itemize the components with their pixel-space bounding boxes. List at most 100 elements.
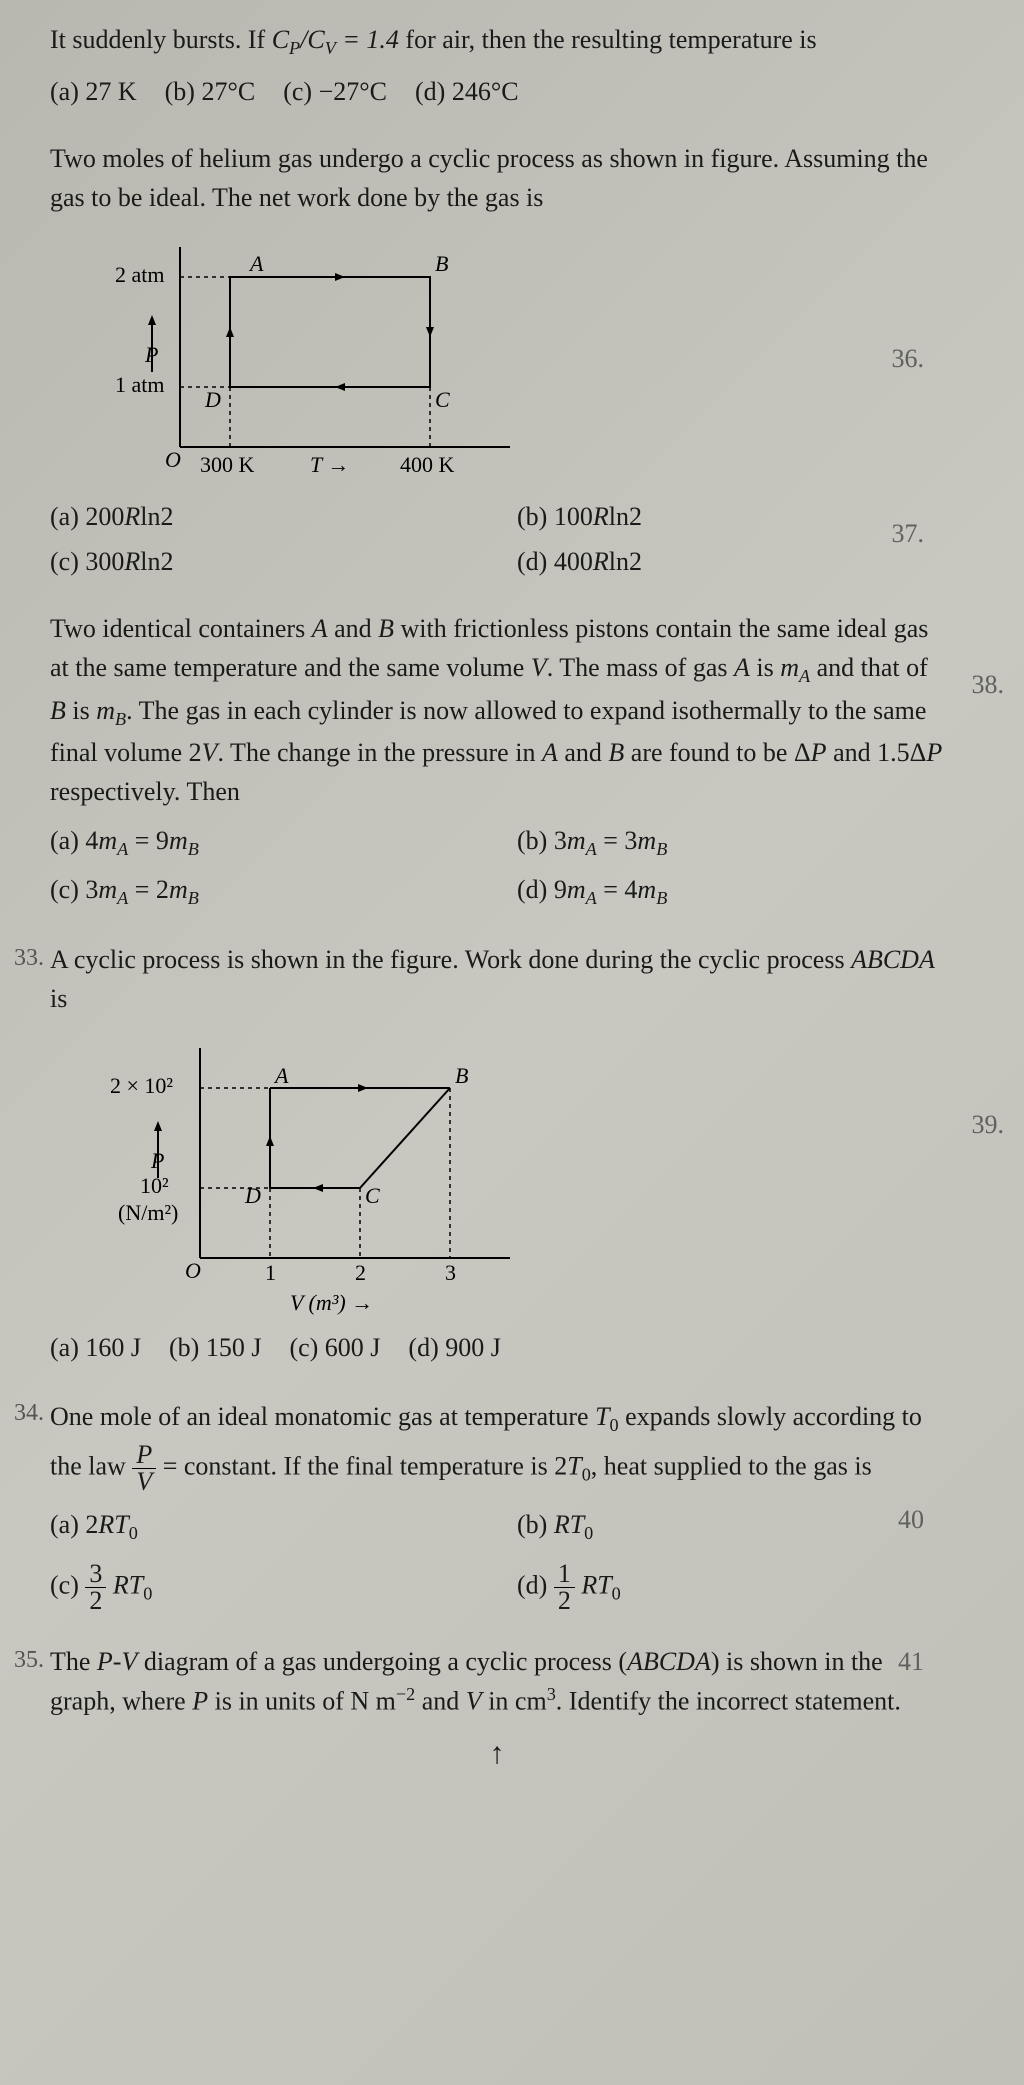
question-text: One mole of an ideal monatomic gas at te… xyxy=(50,1395,944,1494)
option-d: (d) 12 RT0 xyxy=(517,1561,944,1614)
side-number: 37. xyxy=(892,514,925,553)
text-part: Two identical containers xyxy=(50,614,312,643)
p-label: P xyxy=(150,1148,164,1173)
text-part: for air, then the resulting temperature … xyxy=(399,25,817,54)
text-part: and xyxy=(558,738,609,767)
option-value: −27°C xyxy=(319,77,387,106)
options: (a) 27 K (b) 27°C (c) −27°C (d) 246°C xyxy=(50,72,944,111)
option-a: (a) 160 J xyxy=(50,1328,141,1367)
var-p: P xyxy=(811,738,827,767)
y-label: 2 atm xyxy=(115,262,165,287)
var-b: B xyxy=(608,738,624,767)
question-32: Two identical containers A and B with fr… xyxy=(50,609,944,912)
origin: O xyxy=(185,1258,201,1283)
text-part: = constant. If the final temperature is … xyxy=(156,1451,567,1480)
option-value: 150 J xyxy=(206,1333,262,1362)
var-ma: mA xyxy=(780,653,810,682)
option-b: (b) 100Rln2 xyxy=(517,497,944,536)
var-a: A xyxy=(542,738,558,767)
text-part: It suddenly bursts. If xyxy=(50,25,272,54)
option-value: 246°C xyxy=(452,77,519,106)
text-part: , heat supplied to the gas is xyxy=(591,1451,872,1480)
pv-diagram: 2 × 10² 10² P (N/m²) A B C D O 1 2 3 V (… xyxy=(110,1028,530,1318)
p-label: P xyxy=(144,342,158,367)
question-text: Two moles of helium gas undergo a cyclic… xyxy=(50,139,944,217)
question-number: 35. xyxy=(14,1642,44,1678)
option-a: (a) 2RT0 xyxy=(50,1505,477,1547)
side-number: 38. xyxy=(972,665,1005,704)
y-label: 1 atm xyxy=(115,372,165,397)
option-value: 900 J xyxy=(445,1333,501,1362)
option-b: (b) 27°C xyxy=(165,72,256,111)
text-part: . The mass of gas xyxy=(547,653,734,682)
question-text: Two identical containers A and B with fr… xyxy=(50,609,944,811)
side-number: 36. xyxy=(892,339,925,378)
point-c: C xyxy=(365,1183,380,1208)
point-d: D xyxy=(244,1183,261,1208)
question-33: 33. A cyclic process is shown in the fig… xyxy=(50,940,944,1367)
option-a: (a) 27 K xyxy=(50,72,137,111)
text-part: and 1.5Δ xyxy=(827,738,927,767)
option-c: (c) −27°C xyxy=(283,72,387,111)
option-d: (d) 400Rln2 xyxy=(517,542,944,581)
option-a: (a) 200Rln2 xyxy=(50,497,477,536)
option-a: (a) 4mA = 9mB xyxy=(50,821,477,863)
options: (a) 2RT0 (b) RT0 (c) 32 RT0 (d) 12 RT0 xyxy=(50,1505,944,1614)
x-label: 400 K xyxy=(400,452,455,477)
var-b: B xyxy=(378,614,394,643)
option-d: (d) 900 J xyxy=(408,1328,500,1367)
question-34: 34. One mole of an ideal monatomic gas a… xyxy=(50,1395,944,1614)
point-c: C xyxy=(435,387,450,412)
var-b: B xyxy=(50,696,66,725)
x-label: 300 K xyxy=(200,452,255,477)
x-label: 1 xyxy=(265,1260,276,1285)
x-label: 3 xyxy=(445,1260,456,1285)
option-value: 27 K xyxy=(85,77,136,106)
text-part: respectively. Then xyxy=(50,777,240,806)
pt-diagram: 2 atm 1 atm P A B C D O 300 K 400 K T → xyxy=(110,227,530,487)
point-a: A xyxy=(273,1063,289,1088)
option-b: (b) 3mA = 3mB xyxy=(517,821,944,863)
point-d: D xyxy=(204,387,221,412)
x-label: 2 xyxy=(355,1260,366,1285)
var-a: A xyxy=(734,653,750,682)
option-d: (d) 246°C xyxy=(415,72,519,111)
var-a: A xyxy=(312,614,328,643)
text-part: are found to be Δ xyxy=(624,738,810,767)
option-d: (d) 9mA = 4mB xyxy=(517,870,944,912)
var-p: P xyxy=(926,738,942,767)
text-part: is xyxy=(750,653,780,682)
var-t0: T xyxy=(567,1451,581,1480)
question-text: It suddenly bursts. If CP/CV = 1.4 for a… xyxy=(50,20,944,62)
fraction: PV xyxy=(132,1442,156,1495)
option-value: 160 J xyxy=(85,1333,141,1362)
question-number: 33. xyxy=(14,940,44,976)
option-c: (c) 3mA = 2mB xyxy=(50,870,477,912)
option-c: (c) 32 RT0 xyxy=(50,1561,477,1614)
question-text: The P-V diagram of a gas undergoing a cy… xyxy=(50,1642,944,1721)
option-c: (c) 600 J xyxy=(289,1328,380,1367)
origin: O xyxy=(165,447,181,472)
y-label: 2 × 10² xyxy=(110,1073,173,1098)
options: (a) 200Rln2 (b) 100Rln2 (c) 300Rln2 (d) … xyxy=(50,497,944,581)
question-30: It suddenly bursts. If CP/CV = 1.4 for a… xyxy=(50,20,944,111)
option-c: (c) 300Rln2 xyxy=(50,542,477,581)
question-31: Two moles of helium gas undergo a cyclic… xyxy=(50,139,944,581)
v-axis: V (m³) → xyxy=(290,1290,373,1315)
point-b: B xyxy=(455,1063,468,1088)
point-b: B xyxy=(435,251,448,276)
question-text: A cyclic process is shown in the figure.… xyxy=(50,940,944,1018)
var-v: V xyxy=(202,738,218,767)
t-axis: T → xyxy=(310,452,349,477)
question-number: 34. xyxy=(14,1395,44,1431)
options: (a) 160 J (b) 150 J (c) 600 J (d) 900 J xyxy=(50,1328,944,1367)
frac-den: V xyxy=(132,1469,156,1495)
p-unit: (N/m²) xyxy=(118,1200,178,1225)
frac-num: P xyxy=(132,1442,156,1469)
option-b: (b) RT0 xyxy=(517,1505,944,1547)
side-number: 41 xyxy=(898,1642,924,1681)
arrow-up-icon: ↑ xyxy=(50,1731,944,1776)
text-part: and that of xyxy=(810,653,928,682)
options: (a) 4mA = 9mB (b) 3mA = 3mB (c) 3mA = 2m… xyxy=(50,821,944,912)
option-b: (b) 150 J xyxy=(169,1328,261,1367)
